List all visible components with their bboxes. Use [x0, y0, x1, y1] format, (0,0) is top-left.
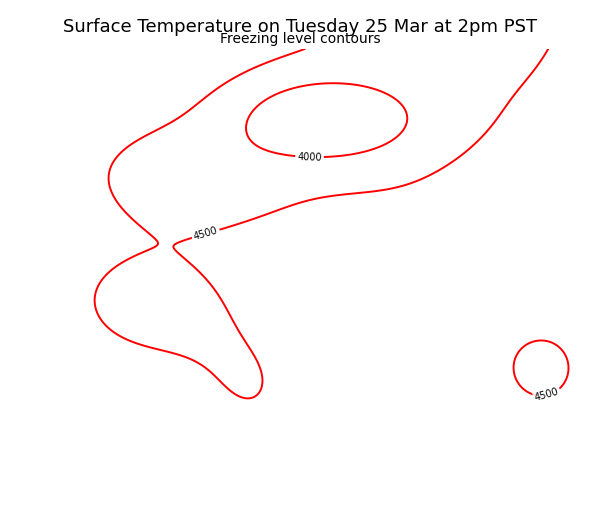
Text: 4500: 4500 — [192, 225, 219, 242]
Text: 4500: 4500 — [534, 387, 560, 403]
Text: Freezing level contours: Freezing level contours — [220, 32, 381, 46]
Text: Surface Temperature on Tuesday 25 Mar at 2pm PST: Surface Temperature on Tuesday 25 Mar at… — [64, 18, 537, 36]
Text: 4000: 4000 — [297, 152, 322, 162]
